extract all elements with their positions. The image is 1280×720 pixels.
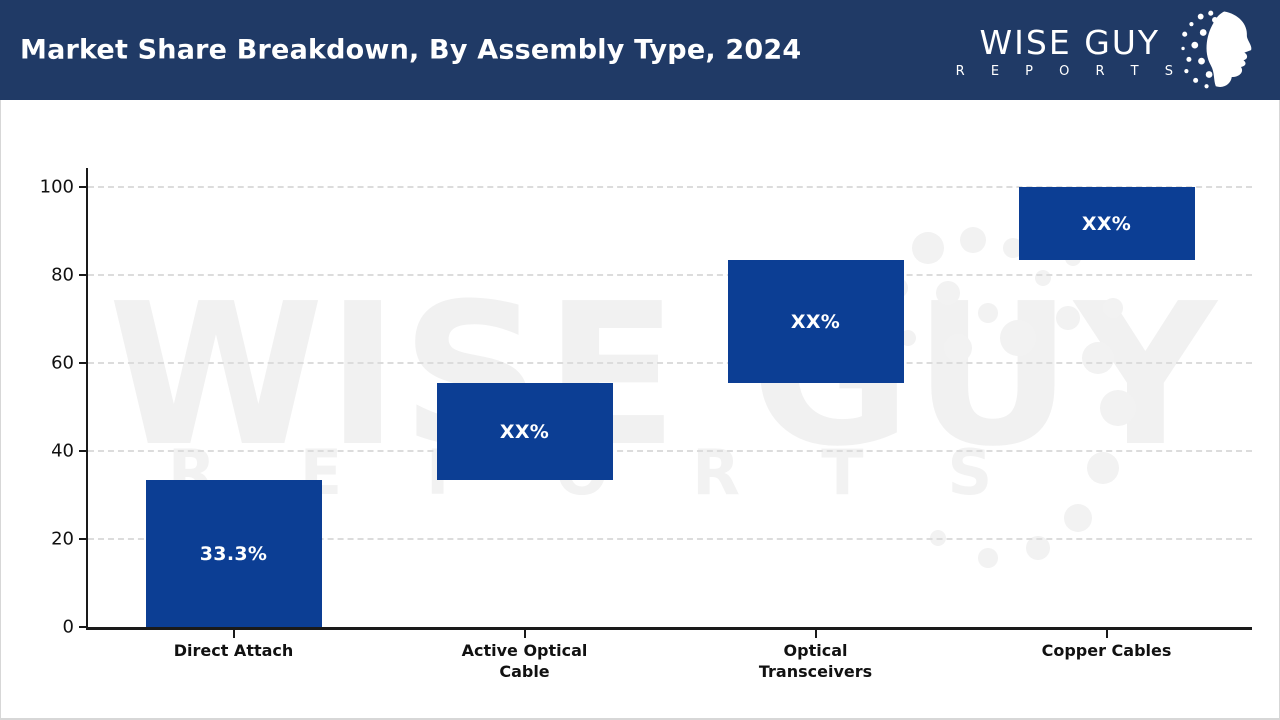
brand-logo-text: WISE GUY R E P O R T S <box>955 23 1184 79</box>
brand-subname: R E P O R T S <box>955 63 1184 79</box>
y-tick-label: 80 <box>51 264 74 286</box>
category-label: Direct Attach <box>173 641 294 660</box>
bar-segment: XX% <box>1018 187 1195 261</box>
gridline <box>88 186 1252 188</box>
gridline <box>88 274 1252 276</box>
gridline <box>88 450 1252 452</box>
y-tick <box>79 274 87 276</box>
bar-segment: XX% <box>727 260 904 383</box>
bar-value-label: XX% <box>499 420 550 443</box>
gridline <box>88 538 1252 540</box>
brand-logo: WISE GUY R E P O R T S <box>956 0 1262 100</box>
x-axis-line <box>86 627 1252 630</box>
gridline <box>88 362 1252 364</box>
y-tick-label: 100 <box>39 176 74 198</box>
bar-segment: 33.3% <box>145 480 322 627</box>
y-tick-label: 20 <box>51 528 74 550</box>
watermark-face-icon <box>888 227 1136 568</box>
logo-face-icon <box>1181 10 1252 89</box>
y-tick <box>79 538 87 540</box>
brand-name: WISE GUY <box>979 23 1161 62</box>
bar-segment: XX% <box>436 382 613 481</box>
bar-value-label: 33.3% <box>199 542 268 565</box>
header: Market Share Breakdown, By Assembly Type… <box>0 0 1280 100</box>
x-tick <box>232 630 235 638</box>
y-tick-label: 60 <box>51 352 74 374</box>
page-title: Market Share Breakdown, By Assembly Type… <box>20 34 802 66</box>
y-tick <box>79 362 87 364</box>
category-label: Active Optical Cable <box>461 641 588 681</box>
bar-value-label: XX% <box>1081 212 1132 235</box>
y-tick-label: 40 <box>51 440 74 462</box>
x-tick <box>523 630 526 638</box>
y-axis-line <box>86 168 88 629</box>
y-tick-label: 0 <box>62 616 74 638</box>
y-tick <box>79 450 87 452</box>
category-label: Optical Transceivers <box>758 641 873 681</box>
x-tick <box>814 630 817 638</box>
y-tick <box>79 626 87 628</box>
x-tick <box>1105 630 1108 638</box>
category-label: Copper Cables <box>1041 641 1172 660</box>
bar-value-label: XX% <box>790 310 841 333</box>
watermark-brand-text: WISE GUY <box>108 262 1219 490</box>
y-tick <box>79 186 87 188</box>
